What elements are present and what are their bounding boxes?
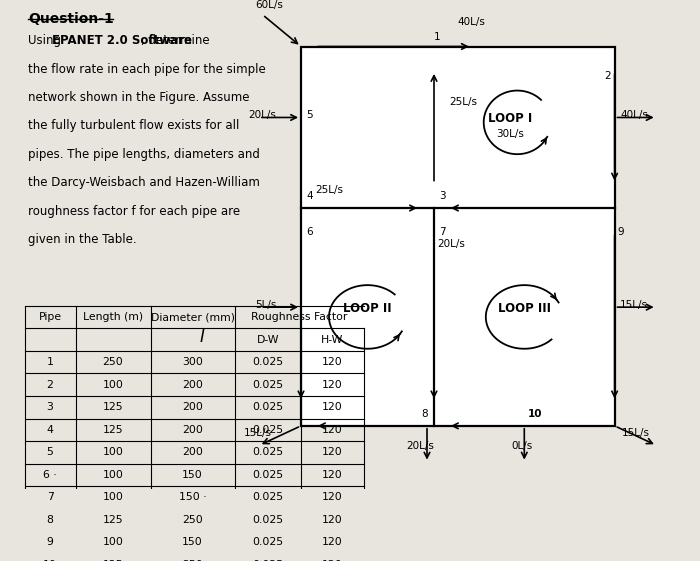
Text: , determine: , determine	[141, 34, 210, 47]
Text: 4: 4	[307, 191, 313, 201]
Text: 9: 9	[617, 227, 624, 237]
Text: 120: 120	[322, 560, 343, 561]
Text: 125: 125	[103, 425, 123, 435]
Text: 10: 10	[528, 409, 542, 419]
Text: 40L/s: 40L/s	[620, 110, 648, 120]
Text: 100: 100	[103, 537, 123, 548]
Text: 60L/s: 60L/s	[256, 0, 284, 10]
Text: 20L/s: 20L/s	[406, 440, 434, 450]
Text: 15L/s: 15L/s	[622, 428, 650, 438]
Text: Length (m): Length (m)	[83, 312, 143, 322]
Text: 10: 10	[43, 560, 57, 561]
Text: 0.025: 0.025	[252, 357, 284, 367]
Text: 6: 6	[307, 227, 313, 237]
Text: 100: 100	[103, 470, 123, 480]
Text: 125: 125	[103, 560, 123, 561]
Text: 1: 1	[47, 357, 53, 367]
Text: LOOP III: LOOP III	[498, 302, 551, 315]
Text: 8: 8	[421, 409, 428, 419]
Text: 3: 3	[47, 402, 53, 412]
Text: 20L/s: 20L/s	[248, 110, 276, 120]
Text: 5: 5	[306, 110, 312, 120]
Text: 0.025: 0.025	[252, 493, 284, 502]
Text: 1: 1	[433, 31, 440, 42]
Text: Question-1: Question-1	[28, 12, 113, 26]
Text: Roughness Factor: Roughness Factor	[251, 312, 347, 322]
Text: given in the Table.: given in the Table.	[28, 233, 136, 246]
Text: 150 ·: 150 ·	[178, 493, 206, 502]
Text: 15L/s: 15L/s	[620, 300, 648, 310]
Text: 120: 120	[322, 447, 343, 457]
Text: 100: 100	[103, 380, 123, 390]
Text: LOOP II: LOOP II	[343, 302, 392, 315]
Text: network shown in the Figure. Assume: network shown in the Figure. Assume	[28, 91, 249, 104]
Text: 150: 150	[182, 470, 203, 480]
Text: 7: 7	[439, 227, 445, 237]
Text: 120: 120	[322, 380, 343, 390]
Text: 120: 120	[322, 402, 343, 412]
Text: 5L/s: 5L/s	[256, 300, 277, 310]
Text: 2: 2	[47, 380, 53, 390]
Text: 15L/s: 15L/s	[244, 428, 272, 438]
Text: 0.025: 0.025	[252, 425, 284, 435]
Text: 250: 250	[103, 357, 123, 367]
Text: 250: 250	[182, 515, 203, 525]
Text: 120: 120	[322, 537, 343, 548]
Text: Diameter (mm): Diameter (mm)	[150, 312, 234, 322]
Text: the Darcy-Weisbach and Hazen-William: the Darcy-Weisbach and Hazen-William	[28, 176, 260, 189]
Text: 125: 125	[103, 402, 123, 412]
Text: 100: 100	[103, 493, 123, 502]
Bar	[301, 47, 615, 426]
Text: Pipe: Pipe	[38, 312, 62, 322]
Text: 100: 100	[103, 447, 123, 457]
Text: roughness factor f for each pipe are: roughness factor f for each pipe are	[28, 205, 240, 218]
Text: Using: Using	[28, 34, 64, 47]
Text: 0.025: 0.025	[252, 470, 284, 480]
Text: H-W: H-W	[321, 335, 344, 344]
Text: 2: 2	[605, 71, 611, 81]
Text: pipes. The pipe lengths, diameters and: pipes. The pipe lengths, diameters and	[28, 148, 260, 161]
Text: 0.025: 0.025	[252, 447, 284, 457]
Text: 250: 250	[182, 560, 203, 561]
Text: 300: 300	[182, 357, 203, 367]
Text: 5: 5	[47, 447, 53, 457]
Text: 200: 200	[182, 402, 203, 412]
Text: 120: 120	[322, 425, 343, 435]
Text: 120: 120	[322, 493, 343, 502]
Text: 0L/s: 0L/s	[512, 440, 533, 450]
Text: 120: 120	[322, 357, 343, 367]
Text: 25L/s: 25L/s	[449, 97, 477, 107]
Text: D-W: D-W	[256, 335, 279, 344]
Text: 0.025: 0.025	[252, 380, 284, 390]
Text: 200: 200	[182, 447, 203, 457]
Text: 7: 7	[47, 493, 53, 502]
Text: EPANET 2.0 Software: EPANET 2.0 Software	[52, 34, 192, 47]
Text: 125: 125	[103, 515, 123, 525]
Text: LOOP I: LOOP I	[488, 112, 533, 125]
Text: the flow rate in each pipe for the simple: the flow rate in each pipe for the simpl…	[28, 63, 266, 76]
Text: 0.025: 0.025	[252, 515, 284, 525]
Text: 120: 120	[322, 470, 343, 480]
Text: 150: 150	[182, 537, 203, 548]
Text: 0.025: 0.025	[252, 402, 284, 412]
Text: 4: 4	[47, 425, 53, 435]
Text: 8: 8	[47, 515, 53, 525]
Text: I: I	[199, 328, 204, 346]
Text: the fully turbulent flow exists for all: the fully turbulent flow exists for all	[28, 119, 239, 132]
Text: 200: 200	[182, 425, 203, 435]
Text: 9: 9	[47, 537, 53, 548]
Text: 3: 3	[439, 191, 445, 201]
Text: 6 ·: 6 ·	[43, 470, 57, 480]
Text: 200: 200	[182, 380, 203, 390]
Text: 30L/s: 30L/s	[496, 129, 524, 139]
Text: 120: 120	[322, 515, 343, 525]
Text: 40L/s: 40L/s	[458, 17, 486, 27]
Text: 0.025: 0.025	[252, 560, 284, 561]
Text: 25L/s: 25L/s	[315, 185, 343, 195]
Text: 20L/s: 20L/s	[438, 239, 466, 249]
Text: 0.025: 0.025	[252, 537, 284, 548]
